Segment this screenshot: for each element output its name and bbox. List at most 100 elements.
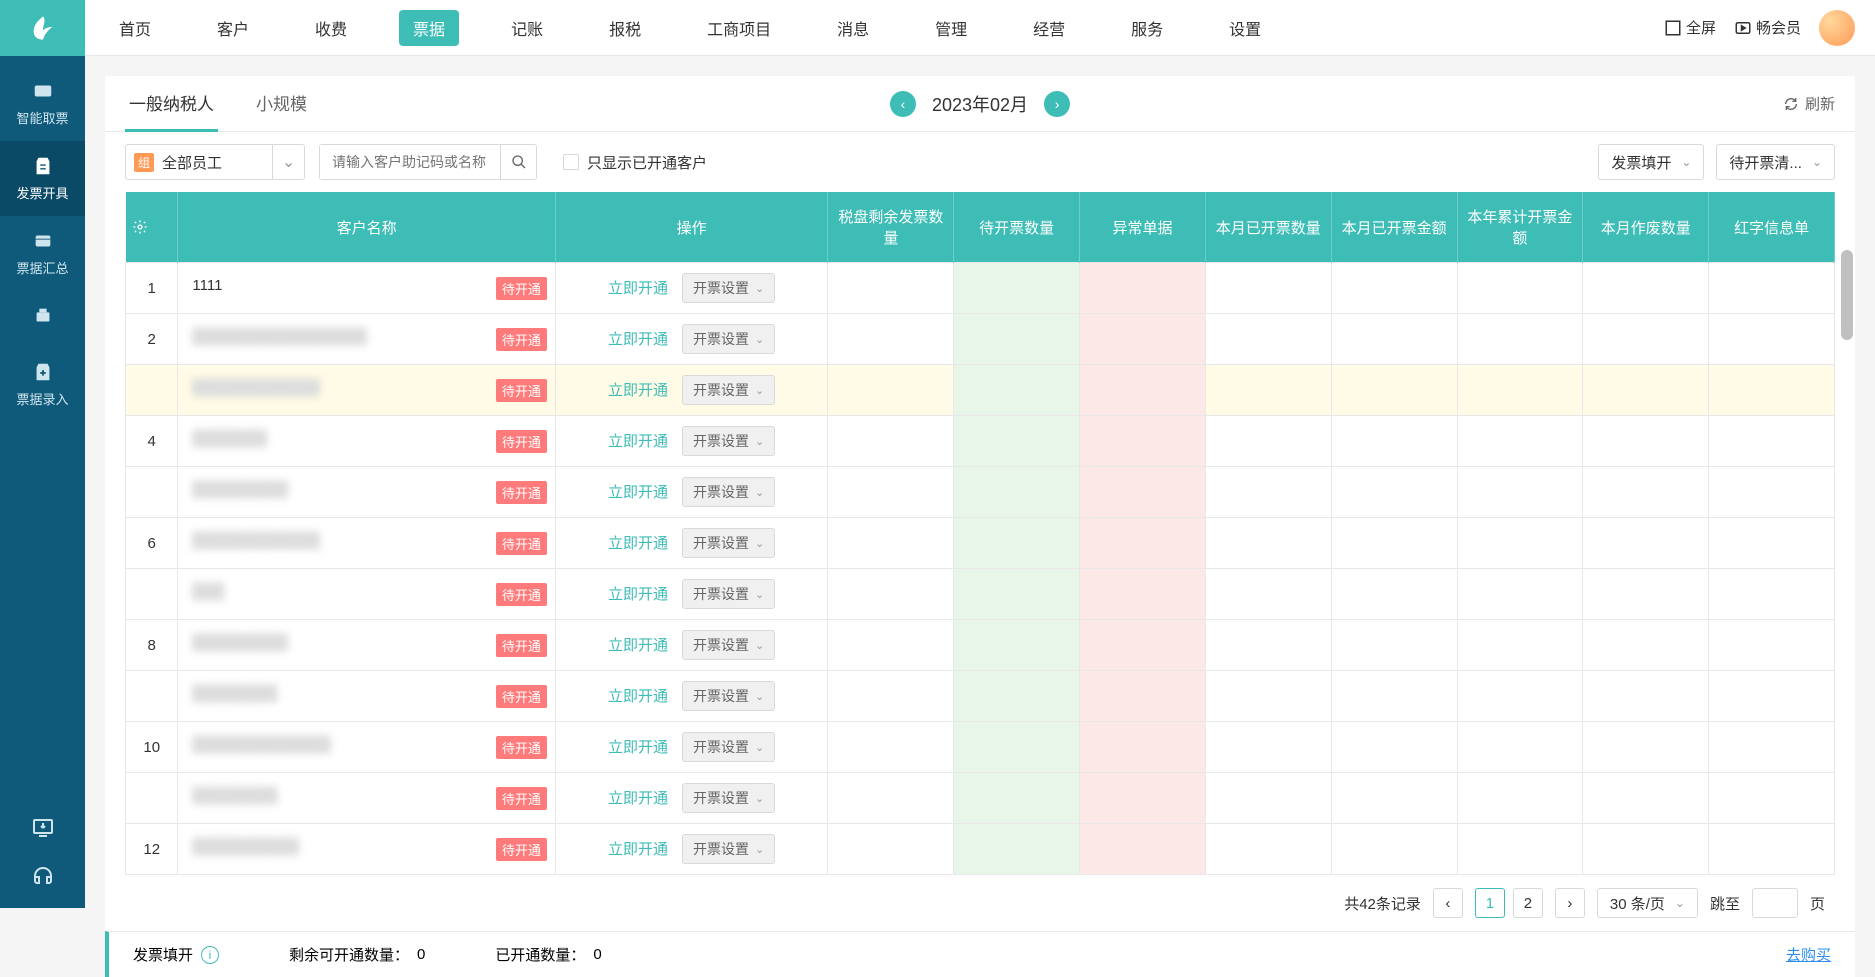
settings-button[interactable]: 开票设置 ⌄ [682,426,775,456]
headset-icon[interactable] [31,864,55,888]
cell-num [126,569,178,620]
nav-item-9[interactable]: 经营 [1019,10,1079,46]
tab-1[interactable]: 小规模 [252,76,311,132]
nav-item-8[interactable]: 管理 [921,10,981,46]
sidebar-label: 发票开具 [16,183,68,202]
nav-item-10[interactable]: 服务 [1117,10,1177,46]
open-link[interactable]: 立即开通 [608,790,668,807]
open-link[interactable]: 立即开通 [608,637,668,654]
cell-data [1457,263,1583,314]
nav-item-3[interactable]: 票据 [399,10,459,46]
settings-button[interactable]: 开票设置 ⌄ [682,681,775,711]
table-row[interactable]: ████████待开通立即开通开票设置 ⌄ [126,671,1835,722]
settings-button[interactable]: 开票设置 ⌄ [682,375,775,405]
next-page-button[interactable]: › [1555,888,1585,918]
settings-button[interactable]: 开票设置 ⌄ [682,477,775,507]
page-number-2[interactable]: 2 [1513,888,1543,918]
sidebar-item-1[interactable]: 发票开具 [0,141,85,216]
download-icon[interactable] [31,816,55,840]
member-label: 畅会员 [1756,17,1801,38]
cell-data [1331,314,1457,365]
cell-data [1205,416,1331,467]
open-link[interactable]: 立即开通 [608,535,668,552]
settings-button[interactable]: 开票设置 ⌄ [682,834,775,864]
open-link[interactable]: 立即开通 [608,382,668,399]
open-link[interactable]: 立即开通 [608,841,668,858]
cell-num: 2 [126,314,178,365]
info-icon[interactable]: i [201,946,219,964]
open-link[interactable]: 立即开通 [608,484,668,501]
open-link[interactable]: 立即开通 [608,586,668,603]
search-button[interactable] [500,145,536,179]
cell-ops: 立即开通开票设置 ⌄ [555,467,828,518]
nav-item-2[interactable]: 收费 [301,10,361,46]
table-row[interactable]: 4███████待开通立即开通开票设置 ⌄ [126,416,1835,467]
settings-button[interactable]: 开票设置 ⌄ [682,324,775,354]
table-row[interactable]: 11111待开通立即开通开票设置 ⌄ [126,263,1835,314]
open-link[interactable]: 立即开通 [608,433,668,450]
prev-page-button[interactable]: ‹ [1433,888,1463,918]
nav-item-7[interactable]: 消息 [823,10,883,46]
nav-item-4[interactable]: 记账 [497,10,557,46]
sidebar-item-4[interactable]: 票据录入 [0,347,85,422]
open-link[interactable]: 立即开通 [608,280,668,297]
nav-item-11[interactable]: 设置 [1215,10,1275,46]
cell-data [1205,569,1331,620]
cell-data [1331,518,1457,569]
table-row[interactable]: ████████待开通立即开通开票设置 ⌄ [126,773,1835,824]
member-button[interactable]: 畅会员 [1734,17,1801,38]
prev-month-button[interactable]: ‹ [890,91,916,117]
settings-button[interactable]: 开票设置 ⌄ [682,579,775,609]
jump-input[interactable] [1752,888,1798,918]
fullscreen-button[interactable]: 全屏 [1664,17,1716,38]
table-row[interactable]: ███待开通立即开通开票设置 ⌄ [126,569,1835,620]
only-opened-checkbox[interactable]: 只显示已开通客户 [563,152,707,173]
status-tag: 待开通 [496,532,547,555]
open-link[interactable]: 立即开通 [608,688,668,705]
table-row[interactable]: ████████████待开通立即开通开票设置 ⌄ [126,365,1835,416]
settings-button[interactable]: 开票设置 ⌄ [682,732,775,762]
nav-item-6[interactable]: 工商项目 [693,10,785,46]
cell-name: █████████待开通 [178,467,555,518]
sidebar-item-3[interactable] [0,291,85,347]
settings-button[interactable]: 开票设置 ⌄ [682,273,775,303]
table-row[interactable]: 10█████████████待开通立即开通开票设置 ⌄ [126,722,1835,773]
table-row[interactable]: 6████████████待开通立即开通开票设置 ⌄ [126,518,1835,569]
table-row[interactable]: 12██████████待开通立即开通开票设置 ⌄ [126,824,1835,875]
buy-link[interactable]: 去购买 [1786,944,1831,965]
open-link[interactable]: 立即开通 [608,739,668,756]
sidebar-item-2[interactable]: 票据汇总 [0,216,85,291]
employee-select[interactable]: 组 全部员工 ⌄ [125,144,305,180]
refresh-button[interactable]: 刷新 [1783,93,1835,114]
search-icon [511,154,527,170]
col-gear[interactable] [126,192,178,263]
table-row[interactable]: 2████████████ ████待开通立即开通开票设置 ⌄ [126,314,1835,365]
next-month-button[interactable]: › [1044,91,1070,117]
table-row[interactable]: █████████待开通立即开通开票设置 ⌄ [126,467,1835,518]
page-number-1[interactable]: 1 [1475,888,1505,918]
avatar[interactable] [1819,10,1855,46]
page-size-select[interactable]: 30 条/页 ⌄ [1597,888,1698,918]
logo[interactable] [0,0,85,56]
cell-data [828,416,954,467]
open-link[interactable]: 立即开通 [608,331,668,348]
pending-select[interactable]: 待开票清... ⌄ [1716,144,1835,180]
scrollbar[interactable] [1841,250,1853,340]
col-header-1: 操作 [555,192,828,263]
nav-item-0[interactable]: 首页 [105,10,165,46]
search-input[interactable] [320,145,500,179]
cell-data [1080,365,1206,416]
cell-data [828,773,954,824]
cell-data [1331,365,1457,416]
settings-button[interactable]: 开票设置 ⌄ [682,630,775,660]
cell-data [1205,722,1331,773]
tab-0[interactable]: 一般纳税人 [125,76,218,132]
sidebar-item-0[interactable]: 智能取票 [0,66,85,141]
table-row[interactable]: 8█████████待开通立即开通开票设置 ⌄ [126,620,1835,671]
nav-item-5[interactable]: 报税 [595,10,655,46]
fill-select[interactable]: 发票填开 ⌄ [1598,144,1704,180]
settings-button[interactable]: 开票设置 ⌄ [682,783,775,813]
nav-item-1[interactable]: 客户 [203,10,263,46]
settings-button[interactable]: 开票设置 ⌄ [682,528,775,558]
main: 一般纳税人小规模 ‹ 2023年02月 › 刷新 组 全部员工 ⌄ [85,56,1875,908]
